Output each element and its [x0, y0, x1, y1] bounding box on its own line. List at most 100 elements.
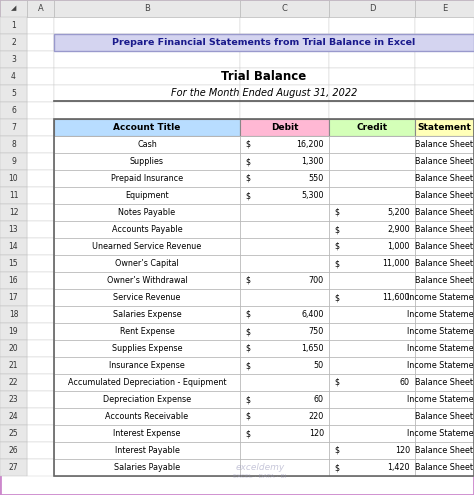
Bar — [240, 306, 329, 323]
Bar — [27, 119, 54, 136]
Text: Balance Sheet: Balance Sheet — [416, 412, 474, 421]
Bar — [415, 340, 474, 357]
Bar — [240, 119, 329, 136]
Bar — [415, 238, 474, 255]
Bar — [415, 153, 474, 170]
Bar — [54, 34, 474, 51]
Bar — [0, 255, 27, 272]
Bar — [415, 170, 474, 187]
Bar — [329, 255, 415, 272]
Bar — [27, 442, 54, 459]
Text: Income Statement: Income Statement — [407, 429, 474, 438]
Text: Account Title: Account Title — [113, 123, 181, 132]
Bar — [240, 408, 329, 425]
Text: C: C — [282, 4, 287, 13]
Bar — [415, 459, 474, 476]
Bar — [54, 238, 240, 255]
Bar — [240, 221, 329, 238]
Text: $: $ — [334, 293, 339, 302]
Text: $: $ — [245, 327, 250, 336]
Bar — [329, 204, 415, 221]
Bar — [54, 136, 240, 153]
Text: Debit: Debit — [271, 123, 298, 132]
Bar — [329, 187, 415, 204]
Bar — [329, 136, 415, 153]
Bar — [54, 119, 240, 136]
Bar — [240, 374, 329, 391]
Bar — [0, 391, 27, 408]
Bar — [329, 221, 415, 238]
Bar — [240, 85, 329, 102]
Bar — [27, 68, 54, 85]
Bar — [415, 187, 474, 204]
Bar — [329, 119, 415, 136]
Bar — [27, 153, 54, 170]
Bar — [329, 459, 415, 476]
Bar — [329, 442, 415, 459]
Bar — [329, 306, 415, 323]
Bar — [54, 323, 240, 340]
Text: Balance Sheet: Balance Sheet — [416, 378, 474, 387]
Bar — [27, 408, 54, 425]
Bar — [240, 357, 329, 374]
Bar — [54, 391, 240, 408]
Bar — [54, 425, 240, 442]
Bar — [240, 136, 329, 153]
Bar — [54, 204, 240, 221]
Bar — [54, 391, 240, 408]
Bar — [27, 187, 54, 204]
Bar — [240, 459, 329, 476]
Bar — [54, 170, 240, 187]
Bar — [329, 272, 415, 289]
Bar — [54, 85, 240, 102]
Bar — [329, 153, 415, 170]
Bar — [0, 238, 27, 255]
Text: Owner’s Withdrawal: Owner’s Withdrawal — [107, 276, 187, 285]
Bar — [0, 34, 27, 51]
Bar — [54, 153, 240, 170]
Text: 1,000: 1,000 — [388, 242, 410, 251]
Bar — [240, 425, 329, 442]
Text: 11,600: 11,600 — [383, 293, 410, 302]
Text: 11,000: 11,000 — [383, 259, 410, 268]
Bar — [0, 204, 27, 221]
Bar — [415, 391, 474, 408]
Bar — [240, 153, 329, 170]
Text: 5,200: 5,200 — [387, 208, 410, 217]
Text: Interest Payable: Interest Payable — [115, 446, 180, 455]
Bar — [240, 323, 329, 340]
Text: Balance Sheet: Balance Sheet — [416, 174, 474, 183]
Bar — [54, 357, 240, 374]
Bar — [0, 51, 27, 68]
Bar — [240, 136, 329, 153]
Text: Balance Sheet: Balance Sheet — [416, 446, 474, 455]
Bar — [240, 340, 329, 357]
Bar — [329, 357, 415, 374]
Text: Equipment: Equipment — [125, 191, 169, 200]
Text: 550: 550 — [309, 174, 324, 183]
Bar — [54, 51, 240, 68]
Text: Prepaid Insurance: Prepaid Insurance — [111, 174, 183, 183]
Bar — [329, 68, 415, 85]
Bar — [54, 306, 240, 323]
Bar — [415, 306, 474, 323]
Bar — [27, 459, 54, 476]
Bar — [240, 0, 329, 17]
Bar — [415, 323, 474, 340]
Bar — [54, 102, 240, 119]
Bar — [0, 187, 27, 204]
Bar — [27, 170, 54, 187]
Bar — [54, 68, 240, 85]
Text: $: $ — [245, 191, 250, 200]
Text: exceldemy: exceldemy — [236, 463, 284, 472]
Bar — [54, 221, 240, 238]
Bar — [415, 34, 474, 51]
Text: 22: 22 — [9, 378, 18, 387]
Text: Income Statement: Income Statement — [407, 293, 474, 302]
Bar — [415, 204, 474, 221]
Text: Balance Sheet: Balance Sheet — [416, 463, 474, 472]
Bar — [27, 238, 54, 255]
Bar — [54, 408, 240, 425]
Bar — [240, 374, 329, 391]
Bar — [54, 340, 240, 357]
